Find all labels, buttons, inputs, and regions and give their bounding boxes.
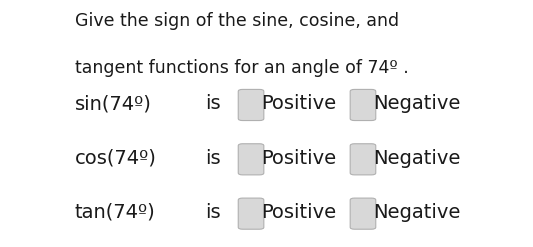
Text: Negative: Negative bbox=[373, 149, 461, 167]
FancyBboxPatch shape bbox=[350, 144, 376, 175]
Text: is: is bbox=[205, 94, 221, 113]
Text: is: is bbox=[205, 149, 221, 167]
Text: tan(74º): tan(74º) bbox=[75, 203, 156, 222]
Text: tangent functions for an angle of 74º .: tangent functions for an angle of 74º . bbox=[75, 59, 408, 77]
FancyBboxPatch shape bbox=[238, 89, 264, 121]
Text: Negative: Negative bbox=[373, 94, 461, 113]
FancyBboxPatch shape bbox=[350, 198, 376, 229]
Text: cos(74º): cos(74º) bbox=[75, 149, 157, 167]
FancyBboxPatch shape bbox=[238, 144, 264, 175]
Text: Positive: Positive bbox=[261, 149, 336, 167]
Text: Give the sign of the sine, cosine, and: Give the sign of the sine, cosine, and bbox=[75, 12, 399, 30]
FancyBboxPatch shape bbox=[238, 198, 264, 229]
Text: Positive: Positive bbox=[261, 94, 336, 113]
Text: sin(74º): sin(74º) bbox=[75, 94, 151, 113]
Text: is: is bbox=[205, 203, 221, 222]
FancyBboxPatch shape bbox=[350, 89, 376, 121]
Text: Positive: Positive bbox=[261, 203, 336, 222]
Text: Negative: Negative bbox=[373, 203, 461, 222]
